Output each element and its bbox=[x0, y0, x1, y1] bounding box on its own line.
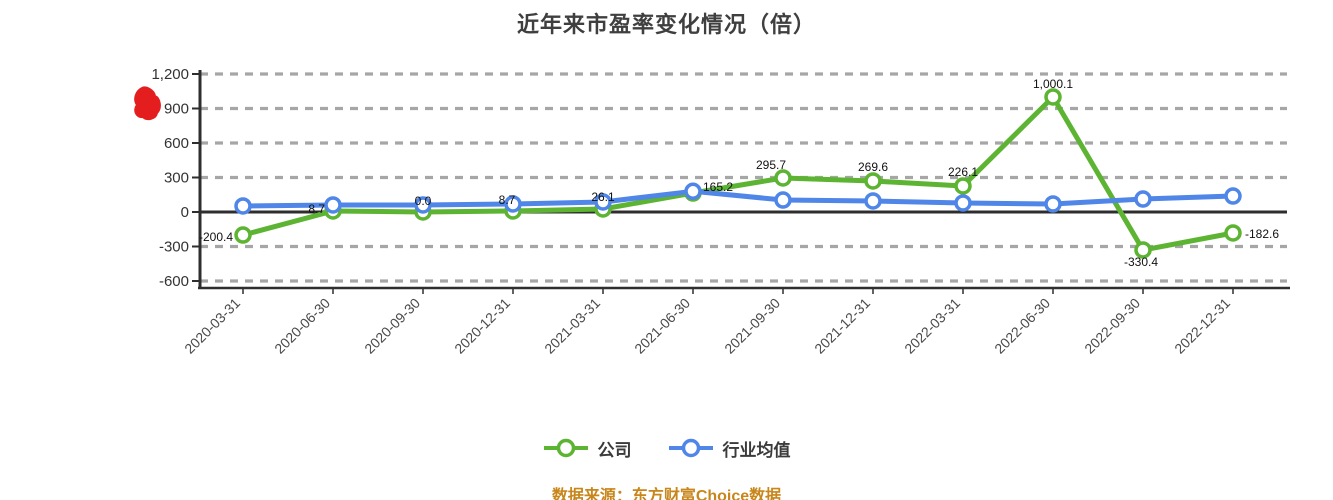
data-point-marker-s1-3[interactable] bbox=[504, 195, 522, 213]
x-axis-label: 2021-03-31 bbox=[541, 295, 603, 357]
data-point-label: 8.7 bbox=[499, 193, 516, 207]
legend: 公司 行业均值 bbox=[0, 431, 1333, 465]
data-source-note: 数据来源：东方财富Choice数据 bbox=[551, 488, 782, 500]
data-point-marker-s1-6[interactable] bbox=[774, 191, 792, 209]
data-point-marker-s1-7[interactable] bbox=[864, 192, 882, 210]
y-axis-label: 900 bbox=[164, 101, 189, 118]
data-point-marker-s1-10[interactable] bbox=[1134, 190, 1152, 208]
data-point-marker-s0-6[interactable] bbox=[774, 169, 792, 187]
data-point-marker-s1-1[interactable] bbox=[324, 196, 342, 214]
x-axis-label: 2020-03-31 bbox=[181, 295, 243, 357]
x-axis-label: 2021-12-31 bbox=[811, 295, 873, 357]
data-point-label: 269.6 bbox=[858, 160, 888, 174]
data-point-marker-s1-11[interactable] bbox=[1224, 187, 1242, 205]
red-watermark-icon bbox=[134, 86, 161, 121]
data-point-marker-s1-9[interactable] bbox=[1044, 195, 1062, 213]
data-point-label: 1,000.1 bbox=[1033, 77, 1073, 91]
legend-label-company: 公司 bbox=[597, 440, 632, 460]
data-point-marker-s1-8[interactable] bbox=[954, 194, 972, 212]
y-axis-label: -600 bbox=[159, 273, 189, 290]
data-point-label: -330.4 bbox=[1124, 255, 1158, 269]
series-line-0 bbox=[240, 94, 1236, 253]
data-point-label: -182.6 bbox=[1245, 227, 1279, 241]
data-point-marker-s1-2[interactable] bbox=[414, 196, 432, 214]
legend-item-industry-avg[interactable]: 行业均值 bbox=[668, 436, 791, 461]
industry-avg-line-marker-icon bbox=[668, 438, 713, 458]
x-axis-label: 2022-12-31 bbox=[1171, 295, 1233, 357]
x-axis-label: 2022-06-30 bbox=[991, 295, 1053, 357]
data-point-marker-s0-8[interactable] bbox=[954, 177, 972, 195]
data-point-marker-s0-9[interactable] bbox=[1044, 88, 1062, 106]
x-axis-label: 2022-03-31 bbox=[901, 295, 963, 357]
data-point-label: -200.4 bbox=[199, 230, 233, 244]
data-point-marker-s1-5[interactable] bbox=[684, 182, 702, 201]
series-line-1 bbox=[240, 188, 1236, 209]
y-axis-label: 1,200 bbox=[151, 66, 189, 83]
x-axis-label: 2020-06-30 bbox=[271, 295, 333, 357]
data-point-marker-s1-4[interactable] bbox=[594, 193, 612, 211]
data-point-label: 0.0 bbox=[415, 194, 432, 208]
data-point-label: 226.1 bbox=[948, 165, 978, 179]
data-point-marker-s0-10[interactable] bbox=[1134, 241, 1152, 259]
legend-label-industry-avg: 行业均值 bbox=[722, 440, 791, 460]
data-point-label: 26.1 bbox=[591, 190, 615, 204]
data-point-marker-s0-0[interactable] bbox=[234, 226, 252, 244]
x-axis-label: 2020-09-30 bbox=[361, 295, 423, 357]
chart-title: 近年来市盈率变化情况（倍） bbox=[516, 12, 816, 37]
data-point-marker-s0-7[interactable] bbox=[864, 172, 882, 190]
data-point-label: 295.7 bbox=[756, 158, 786, 172]
data-point-label: 8.7 bbox=[308, 202, 325, 216]
y-axis-label: 300 bbox=[164, 170, 189, 187]
x-axis-label: 2021-09-30 bbox=[721, 295, 783, 357]
data-point-marker-s1-0[interactable] bbox=[234, 197, 252, 215]
y-axis-label: -300 bbox=[159, 239, 189, 256]
data-point-marker-s0-11[interactable] bbox=[1224, 224, 1242, 242]
company-line-marker-icon bbox=[543, 438, 588, 458]
x-axis-label: 2021-06-30 bbox=[631, 295, 693, 357]
y-axis-label: 0 bbox=[181, 204, 189, 221]
legend-item-company[interactable]: 公司 bbox=[543, 436, 632, 461]
data-point-label: 165.2 bbox=[703, 180, 733, 194]
x-axis-label: 2022-09-30 bbox=[1081, 295, 1143, 357]
x-axis-label: 2020-12-31 bbox=[451, 295, 513, 357]
y-axis-label: 600 bbox=[164, 135, 189, 152]
